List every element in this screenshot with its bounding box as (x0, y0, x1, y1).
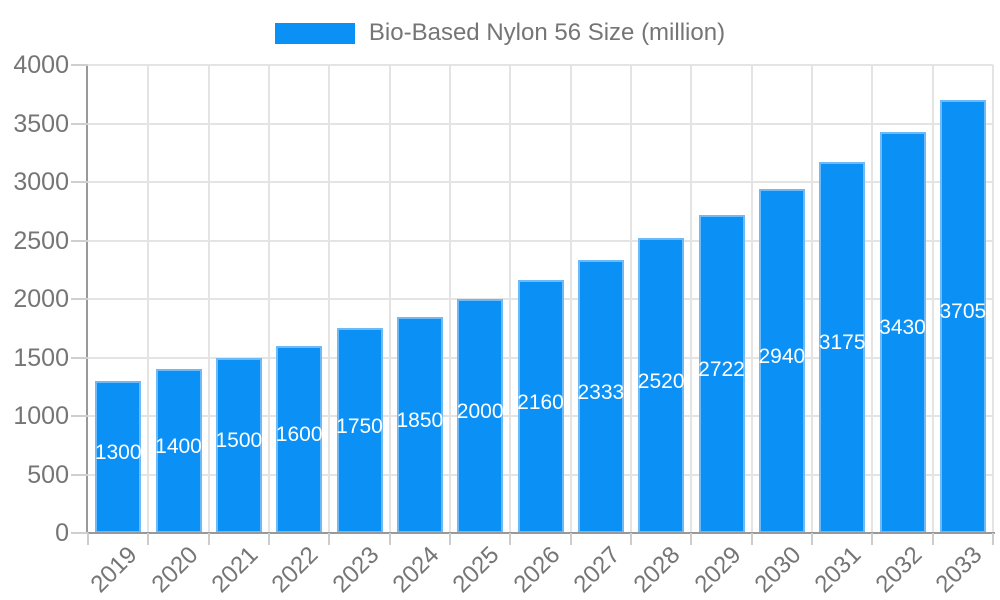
x-gridline (750, 65, 753, 533)
y-axis-tick-label: 2500 (13, 226, 69, 255)
y-gridline (88, 239, 993, 242)
x-axis-tick (328, 533, 331, 545)
y-axis-tick-label: 1000 (13, 402, 69, 430)
x-axis-tick (690, 533, 693, 545)
y-axis-tick-label: 500 (27, 460, 69, 489)
x-axis-tick (931, 533, 934, 545)
x-axis-tick (750, 533, 753, 545)
bar-value-label: 1600 (275, 423, 323, 447)
x-axis-line (86, 532, 995, 534)
bar (517, 280, 564, 533)
x-gridline (509, 65, 512, 533)
y-axis-tick (71, 181, 88, 183)
y-axis-tick (71, 356, 88, 359)
x-axis-tick-label: 2019 (85, 541, 143, 599)
x-axis-tick (569, 533, 572, 545)
x-gridline (268, 65, 270, 533)
bar-value-label: 2333 (577, 380, 625, 404)
bar-value-label: 1750 (336, 414, 383, 438)
x-axis-tick (388, 533, 391, 545)
y-axis-tick (71, 473, 88, 476)
x-gridline (569, 65, 572, 533)
bar (396, 316, 443, 533)
x-gridline (630, 65, 632, 533)
x-gridline (690, 65, 693, 533)
y-gridline (88, 181, 993, 183)
x-axis-tick (811, 533, 813, 545)
x-gridline (992, 65, 994, 533)
bar (577, 260, 624, 533)
y-axis-tick (71, 64, 88, 66)
bar-value-label: 1500 (215, 429, 263, 453)
bar-value-label: 1400 (155, 435, 202, 459)
x-gridline (811, 65, 813, 533)
y-gridline (88, 122, 993, 125)
bar (638, 238, 685, 533)
bar (336, 328, 383, 533)
bar-value-label: 1850 (396, 408, 444, 432)
bar (457, 299, 504, 533)
bar (215, 357, 262, 533)
bar (698, 214, 745, 533)
legend-swatch (274, 22, 355, 44)
y-axis-tick (71, 415, 88, 417)
bar-value-label: 2160 (517, 390, 564, 414)
y-axis-tick (71, 298, 88, 300)
bar-value-label: 3175 (818, 331, 866, 355)
y-axis-tick-label: 3000 (13, 168, 69, 196)
bar-value-label: 2722 (698, 357, 745, 381)
x-gridline (147, 65, 150, 533)
x-axis-tick (509, 533, 512, 545)
bar-value-label: 3430 (879, 316, 926, 340)
legend[interactable]: Bio-Based Nylon 56 Size (million) (0, 21, 1000, 45)
bar (155, 369, 202, 533)
x-axis-tick (207, 533, 210, 545)
y-axis-tick-label: 3500 (13, 109, 69, 138)
y-axis-tick-label: 0 (55, 519, 69, 547)
y-axis-tick-label: 4000 (13, 51, 69, 79)
x-axis-tick (87, 533, 89, 545)
bar-value-label: 1300 (94, 440, 142, 464)
bar (819, 161, 866, 533)
x-gridline (207, 65, 210, 533)
x-axis-tick (268, 533, 270, 545)
x-axis-tick (147, 533, 150, 545)
x-gridline (449, 65, 451, 533)
bar-value-label: 3705 (939, 300, 987, 324)
x-gridline (931, 65, 934, 533)
bar (879, 131, 926, 533)
y-gridline (88, 64, 993, 66)
bar (939, 99, 986, 533)
y-axis-tick (71, 122, 88, 125)
bar-value-label: 2520 (637, 369, 685, 393)
plot-area: 1300 1400 1500 1600 1750 1850 2000 2160 2333 2520… (88, 64, 994, 533)
bar (758, 189, 805, 533)
bar (95, 380, 142, 533)
x-axis-tick (871, 533, 874, 545)
x-gridline (871, 65, 874, 533)
bar-value-label: 2940 (758, 345, 806, 368)
x-axis-tick (449, 533, 451, 545)
x-gridline (328, 65, 331, 533)
bar-value-label: 2000 (456, 400, 504, 423)
x-axis-tick (992, 533, 994, 545)
y-axis-tick-label: 2000 (13, 285, 69, 313)
y-axis-tick-label: 1500 (13, 343, 69, 372)
bar (276, 345, 323, 533)
legend-label: Bio-Based Nylon 56 Size (million) (368, 19, 726, 46)
x-gridline (388, 65, 391, 533)
y-axis-tick (71, 532, 88, 534)
y-axis-tick (71, 239, 88, 242)
x-axis-tick (630, 533, 632, 545)
